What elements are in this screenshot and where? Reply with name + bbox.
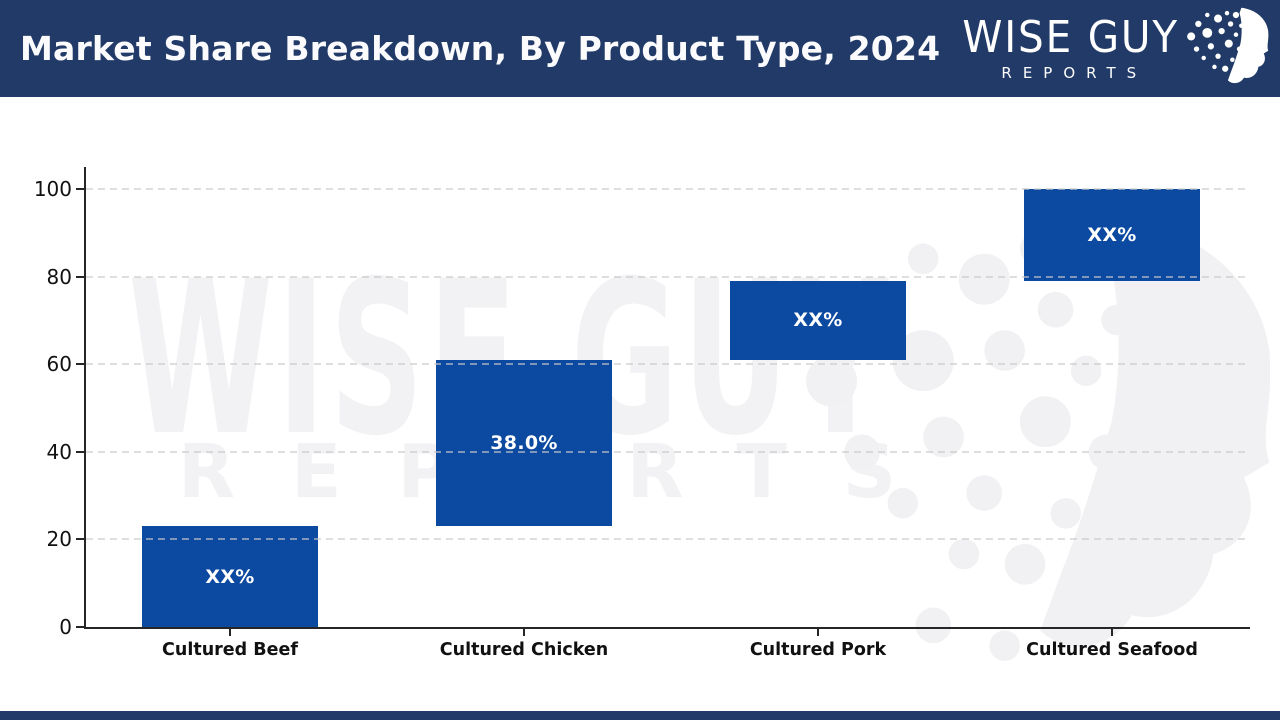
bar-value-label: XX% xyxy=(793,309,843,332)
chart-area: WISE GUY REPORTS 020406080100XX%Cultured… xyxy=(0,97,1280,711)
y-axis-tick-label: 40 xyxy=(46,439,72,464)
category-label: Cultured Seafood xyxy=(1026,640,1198,660)
y-axis-tick-label: 80 xyxy=(46,264,72,289)
gridline-100 xyxy=(86,188,1250,190)
bar-cultured-pork: XX% xyxy=(730,280,906,360)
bar-value-label: XX% xyxy=(1087,223,1137,246)
category-label: Cultured Pork xyxy=(749,640,887,660)
y-axis-tick xyxy=(76,188,84,190)
gridline-40 xyxy=(86,450,1250,453)
header: Market Share Breakdown, By Product Type,… xyxy=(0,0,1280,97)
y-axis-tick-label: 20 xyxy=(46,527,72,552)
gridline-20 xyxy=(86,538,1250,541)
x-axis-line xyxy=(84,627,1250,629)
category-label: Cultured Beef xyxy=(162,640,298,660)
y-axis-tick-label: 0 xyxy=(59,615,72,639)
bar-value-label: XX% xyxy=(205,565,255,588)
wiseguy-logo: WISE GUY REPORTS xyxy=(953,0,1280,97)
y-axis-tick xyxy=(76,275,84,278)
y-axis-tick xyxy=(76,450,84,453)
gridline-80 xyxy=(86,275,1250,278)
logo-subtext-reports: REPORTS xyxy=(1001,63,1148,82)
x-axis-tick xyxy=(523,629,525,636)
footer-bar xyxy=(0,711,1280,720)
y-axis-line xyxy=(84,167,86,629)
y-axis-tick xyxy=(76,538,84,541)
y-axis-tick-label: 100 xyxy=(33,177,72,201)
gridline-60 xyxy=(86,363,1250,366)
bar-cultured-seafood: XX% xyxy=(1024,189,1200,281)
x-axis-tick xyxy=(817,629,819,636)
bar-cultured-beef: XX% xyxy=(142,526,318,627)
x-axis-tick xyxy=(229,629,231,636)
x-axis-tick xyxy=(1111,629,1113,636)
bar-cultured-chicken: 38.0% xyxy=(436,359,612,527)
category-label: Cultured Chicken xyxy=(439,640,609,660)
y-axis-tick xyxy=(76,363,84,366)
y-axis-tick xyxy=(76,626,84,628)
y-axis-tick-label: 60 xyxy=(46,352,72,377)
logo-wordmark: WISE GUY xyxy=(962,11,1179,63)
logo-text: WISE GUY REPORTS xyxy=(953,11,1188,82)
logo-head-dots-icon xyxy=(1187,7,1269,83)
page-title: Market Share Breakdown, By Product Type,… xyxy=(20,29,941,68)
bar-value-label: 38.0% xyxy=(490,432,558,455)
